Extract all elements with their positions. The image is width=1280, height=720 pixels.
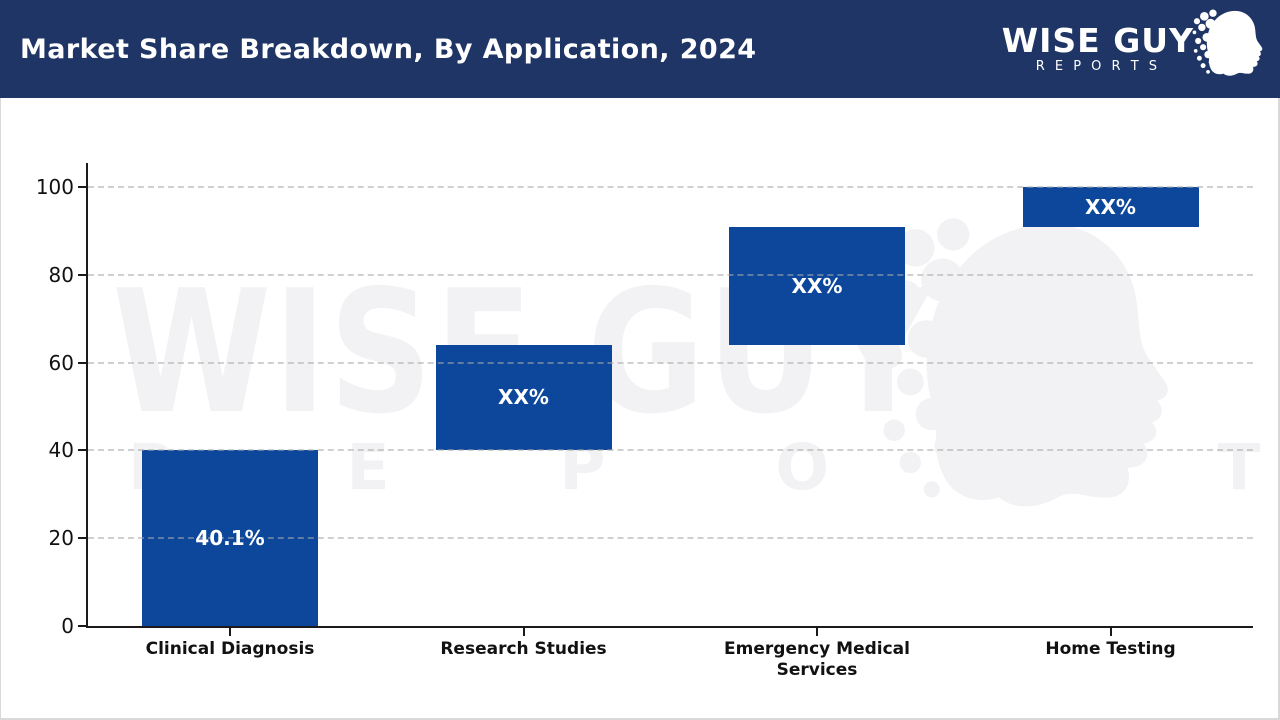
page-border-left	[0, 98, 1, 720]
wise-guy-logo: WISE GUY R E P O R T S	[1002, 7, 1266, 91]
gridline	[88, 273, 1253, 276]
x-tick	[816, 628, 818, 636]
x-tick	[522, 628, 525, 636]
y-tick-label: 40	[48, 438, 74, 463]
y-tick-label: 60	[48, 350, 74, 375]
bar-value-label: XX%	[1085, 194, 1136, 219]
x-axis	[86, 626, 1253, 628]
header: Market Share Breakdown, By Application, …	[0, 0, 1280, 98]
category-label: Clinical Diagnosis	[145, 639, 315, 659]
category-label: Home Testing	[1045, 639, 1176, 659]
gridline	[88, 449, 1253, 452]
logo-face-icon	[1192, 9, 1263, 76]
bar-value-label: XX%	[498, 385, 549, 410]
logo-subtitle: R E P O R T S	[1035, 59, 1161, 75]
gridline	[88, 361, 1253, 364]
y-tick-label: 100	[35, 175, 74, 199]
chart-title: Market Share Breakdown, By Application, …	[20, 33, 757, 65]
gridline	[88, 537, 1253, 540]
x-tick	[1109, 628, 1112, 636]
y-tick	[78, 449, 86, 452]
y-tick-label: 0	[61, 614, 74, 638]
y-tick	[78, 273, 86, 276]
bar-value-label: XX%	[791, 273, 843, 298]
y-tick	[78, 625, 86, 627]
y-axis	[86, 163, 88, 628]
page-border-right	[1278, 98, 1280, 720]
y-tick	[78, 361, 86, 364]
watermark-face-icon	[864, 218, 1168, 507]
bar-value-label: 40.1%	[195, 525, 265, 550]
gridline	[88, 186, 1253, 188]
page-border-bottom	[0, 718, 1280, 720]
y-tick-label: 20	[48, 526, 74, 551]
y-tick	[78, 537, 86, 540]
x-tick	[229, 628, 231, 636]
category-label: Research Studies	[440, 639, 607, 659]
y-tick-label: 80	[48, 262, 74, 287]
y-tick	[78, 186, 86, 188]
bar	[1022, 187, 1199, 227]
logo-wordmark: WISE GUY	[1001, 20, 1194, 60]
category-label: Emergency Medical Services	[724, 639, 910, 680]
logo-text: WISE GUY R E P O R T S	[1001, 20, 1194, 75]
